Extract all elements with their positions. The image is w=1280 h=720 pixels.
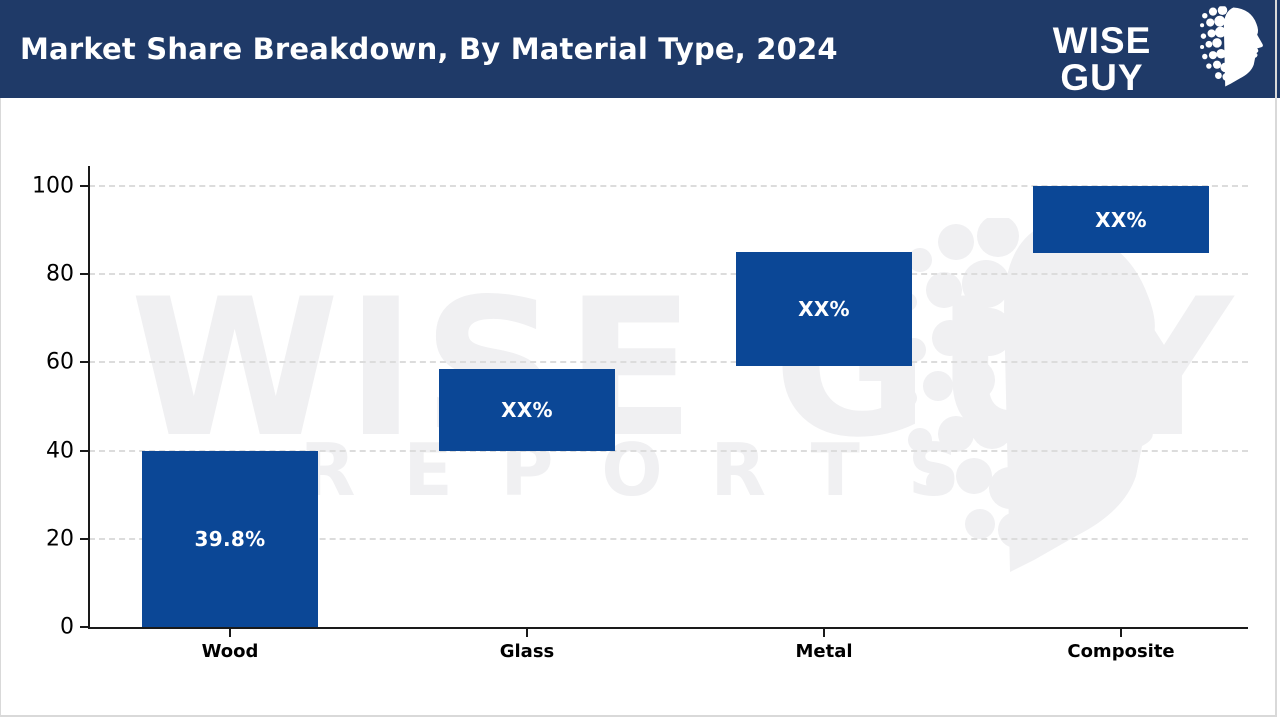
gridline-100 xyxy=(89,185,1248,187)
x-label-metal: Metal xyxy=(795,641,853,662)
x-label-composite: Composite xyxy=(1067,641,1175,662)
x-label-glass: Glass xyxy=(499,641,555,662)
bar-composite: XX% xyxy=(1033,186,1209,254)
logo-head-icon xyxy=(1198,6,1266,88)
y-tick-label-100: 100 xyxy=(32,173,74,199)
logo-text: WISE GUY REPORTS xyxy=(1016,22,1188,113)
x-tick-composite xyxy=(1120,629,1122,637)
gridline-80 xyxy=(89,273,1248,276)
bar-glass: XX% xyxy=(439,368,615,452)
bar-value-label-metal: XX% xyxy=(798,297,850,322)
x-label-wood: Wood xyxy=(201,641,259,662)
y-tick-20 xyxy=(80,537,88,540)
frame-line-left xyxy=(0,98,1,717)
gridline-60 xyxy=(89,361,1248,364)
wiseguy-logo: WISE GUY REPORTS xyxy=(1016,4,1266,113)
gridline-40 xyxy=(89,449,1248,452)
bar-value-label-composite: XX% xyxy=(1095,207,1147,232)
x-tick-glass xyxy=(526,629,528,637)
frame-line-right xyxy=(1275,0,1277,717)
y-tick-label-0: 0 xyxy=(60,614,74,640)
logo-subtext: REPORTS xyxy=(1039,99,1169,114)
y-tick-80 xyxy=(80,273,88,276)
page-title: Market Share Breakdown, By Material Type… xyxy=(20,32,838,66)
y-tick-label-20: 20 xyxy=(46,526,74,552)
gridline-20 xyxy=(89,537,1248,540)
header: Market Share Breakdown, By Material Type… xyxy=(0,0,1280,113)
bar-metal: XX% xyxy=(736,252,912,366)
logo-wordmark: WISE GUY xyxy=(1052,20,1152,98)
y-tick-40 xyxy=(80,449,88,452)
bar-value-label-wood: 39.8% xyxy=(194,527,266,552)
bar-value-label-glass: XX% xyxy=(501,398,553,423)
y-tick-label-40: 40 xyxy=(46,438,74,464)
bar-wood: 39.8% xyxy=(142,451,318,627)
y-tick-100 xyxy=(80,185,88,187)
y-tick-0 xyxy=(80,626,88,628)
x-tick-wood xyxy=(229,629,231,637)
y-axis xyxy=(88,166,90,629)
x-tick-metal xyxy=(823,629,825,637)
y-tick-label-80: 80 xyxy=(46,261,74,287)
y-tick-60 xyxy=(80,361,88,364)
x-axis xyxy=(88,627,1248,629)
y-tick-label-60: 60 xyxy=(46,349,74,375)
frame-line-bottom xyxy=(0,715,1277,717)
